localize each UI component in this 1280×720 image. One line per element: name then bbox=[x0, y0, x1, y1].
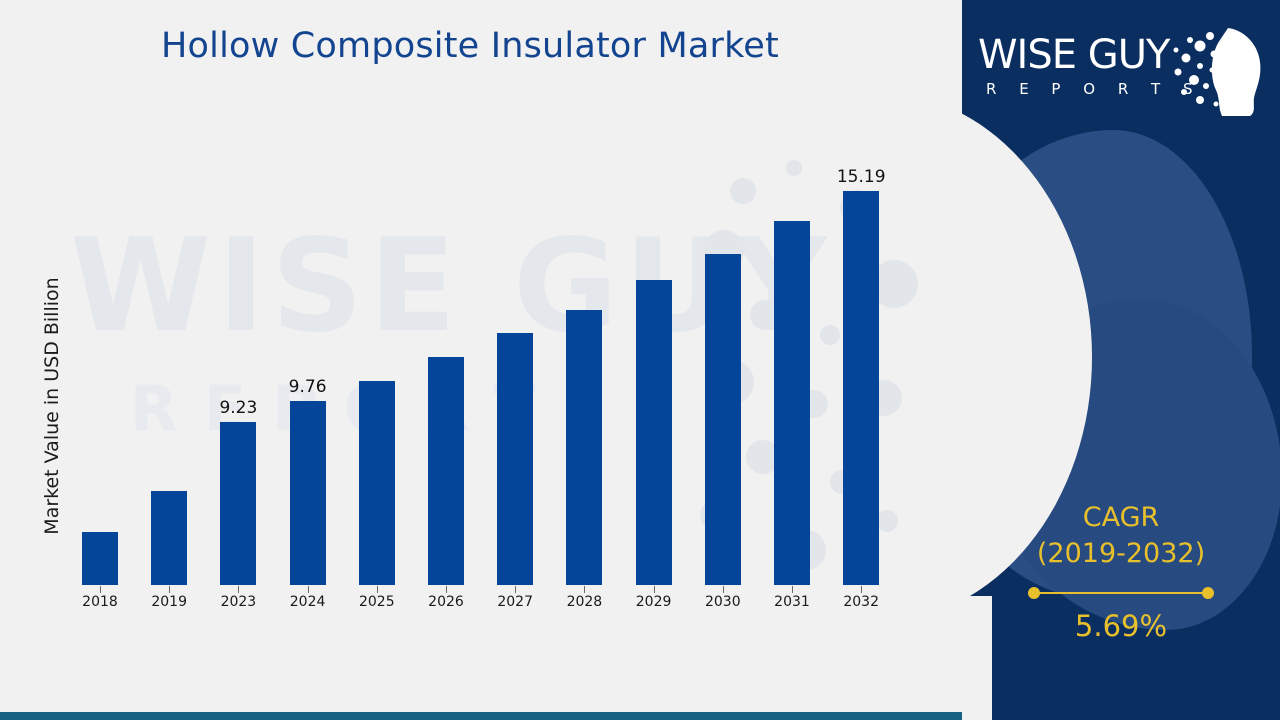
x-tick-2024 bbox=[307, 586, 309, 593]
bar-2029 bbox=[635, 279, 672, 585]
cagr-divider-line bbox=[1034, 591, 1208, 594]
bar-2026 bbox=[428, 357, 464, 585]
bar-2027 bbox=[497, 333, 534, 585]
brand-logo[interactable]: WISE GUY R E P O R T S bbox=[974, 24, 1270, 120]
cagr-divider bbox=[1028, 586, 1214, 599]
bar-2032 bbox=[843, 191, 880, 585]
x-tick-label-2025: 2025 bbox=[358, 594, 395, 610]
x-tick-2026 bbox=[446, 586, 447, 593]
bar-value-label-2023: 9.23 bbox=[219, 397, 258, 418]
bar-2030 bbox=[704, 254, 741, 585]
x-tick-2027 bbox=[515, 586, 517, 593]
white-corner-cutout bbox=[962, 596, 992, 720]
bar-2025 bbox=[358, 380, 395, 585]
x-tick-2019 bbox=[169, 586, 171, 593]
y-axis-label: Market Value in USD Billion bbox=[41, 277, 63, 535]
x-tick-label-2019: 2019 bbox=[151, 594, 187, 610]
bar-2019 bbox=[151, 491, 188, 585]
bar-2031 bbox=[774, 221, 810, 585]
cagr-title-line1: CAGR bbox=[1082, 502, 1160, 533]
x-tick-label-2031: 2031 bbox=[774, 594, 810, 610]
x-tick-label-2027: 2027 bbox=[497, 594, 533, 610]
bar-value-label-2032: 15.19 bbox=[836, 167, 886, 188]
bar-2028 bbox=[566, 309, 603, 585]
head-profile-dots-icon bbox=[1173, 28, 1261, 116]
x-tick-2025 bbox=[376, 586, 378, 593]
cagr-value: 5.69% bbox=[1074, 608, 1168, 643]
brand-panel: WISE GUY R E P O R T S CAGR (2019-2032) bbox=[962, 0, 1280, 720]
x-tick-label-2030: 2030 bbox=[704, 594, 741, 610]
brand-name-primary: WISE GUY bbox=[978, 32, 1170, 78]
x-tick-2029 bbox=[653, 586, 655, 593]
x-tick-label-2018: 2018 bbox=[82, 594, 118, 610]
x-tick-label-2026: 2026 bbox=[428, 594, 464, 610]
bar-value-label-2024: 9.76 bbox=[288, 377, 327, 398]
cagr-title-line2: (2019-2032) bbox=[1036, 538, 1206, 570]
cagr-divider-dot-right bbox=[1202, 586, 1214, 599]
x-tick-2023 bbox=[238, 586, 240, 593]
bar-2024 bbox=[289, 401, 326, 585]
x-tick-2032 bbox=[861, 586, 863, 593]
x-tick-label-2029: 2029 bbox=[635, 594, 672, 610]
x-tick-label-2024: 2024 bbox=[289, 594, 326, 610]
x-tick-label-2028: 2028 bbox=[566, 594, 603, 610]
x-tick-2030 bbox=[722, 586, 724, 593]
brand-name-secondary: R E P O R T S bbox=[986, 80, 1202, 98]
cagr-block: CAGR (2019-2032) 5.69% bbox=[962, 500, 1280, 643]
x-tick-2028 bbox=[584, 586, 586, 593]
bar-2023 bbox=[220, 421, 257, 585]
x-tick-2018 bbox=[100, 586, 101, 593]
page-title: Hollow Composite Insulator Market bbox=[161, 26, 779, 66]
footer-strip bbox=[0, 712, 962, 720]
bar-series bbox=[78, 160, 888, 585]
x-tick-label-2032: 2032 bbox=[843, 594, 879, 610]
bar-2018 bbox=[82, 532, 118, 585]
x-tick-2031 bbox=[792, 586, 793, 593]
x-tick-label-2023: 2023 bbox=[220, 594, 257, 610]
